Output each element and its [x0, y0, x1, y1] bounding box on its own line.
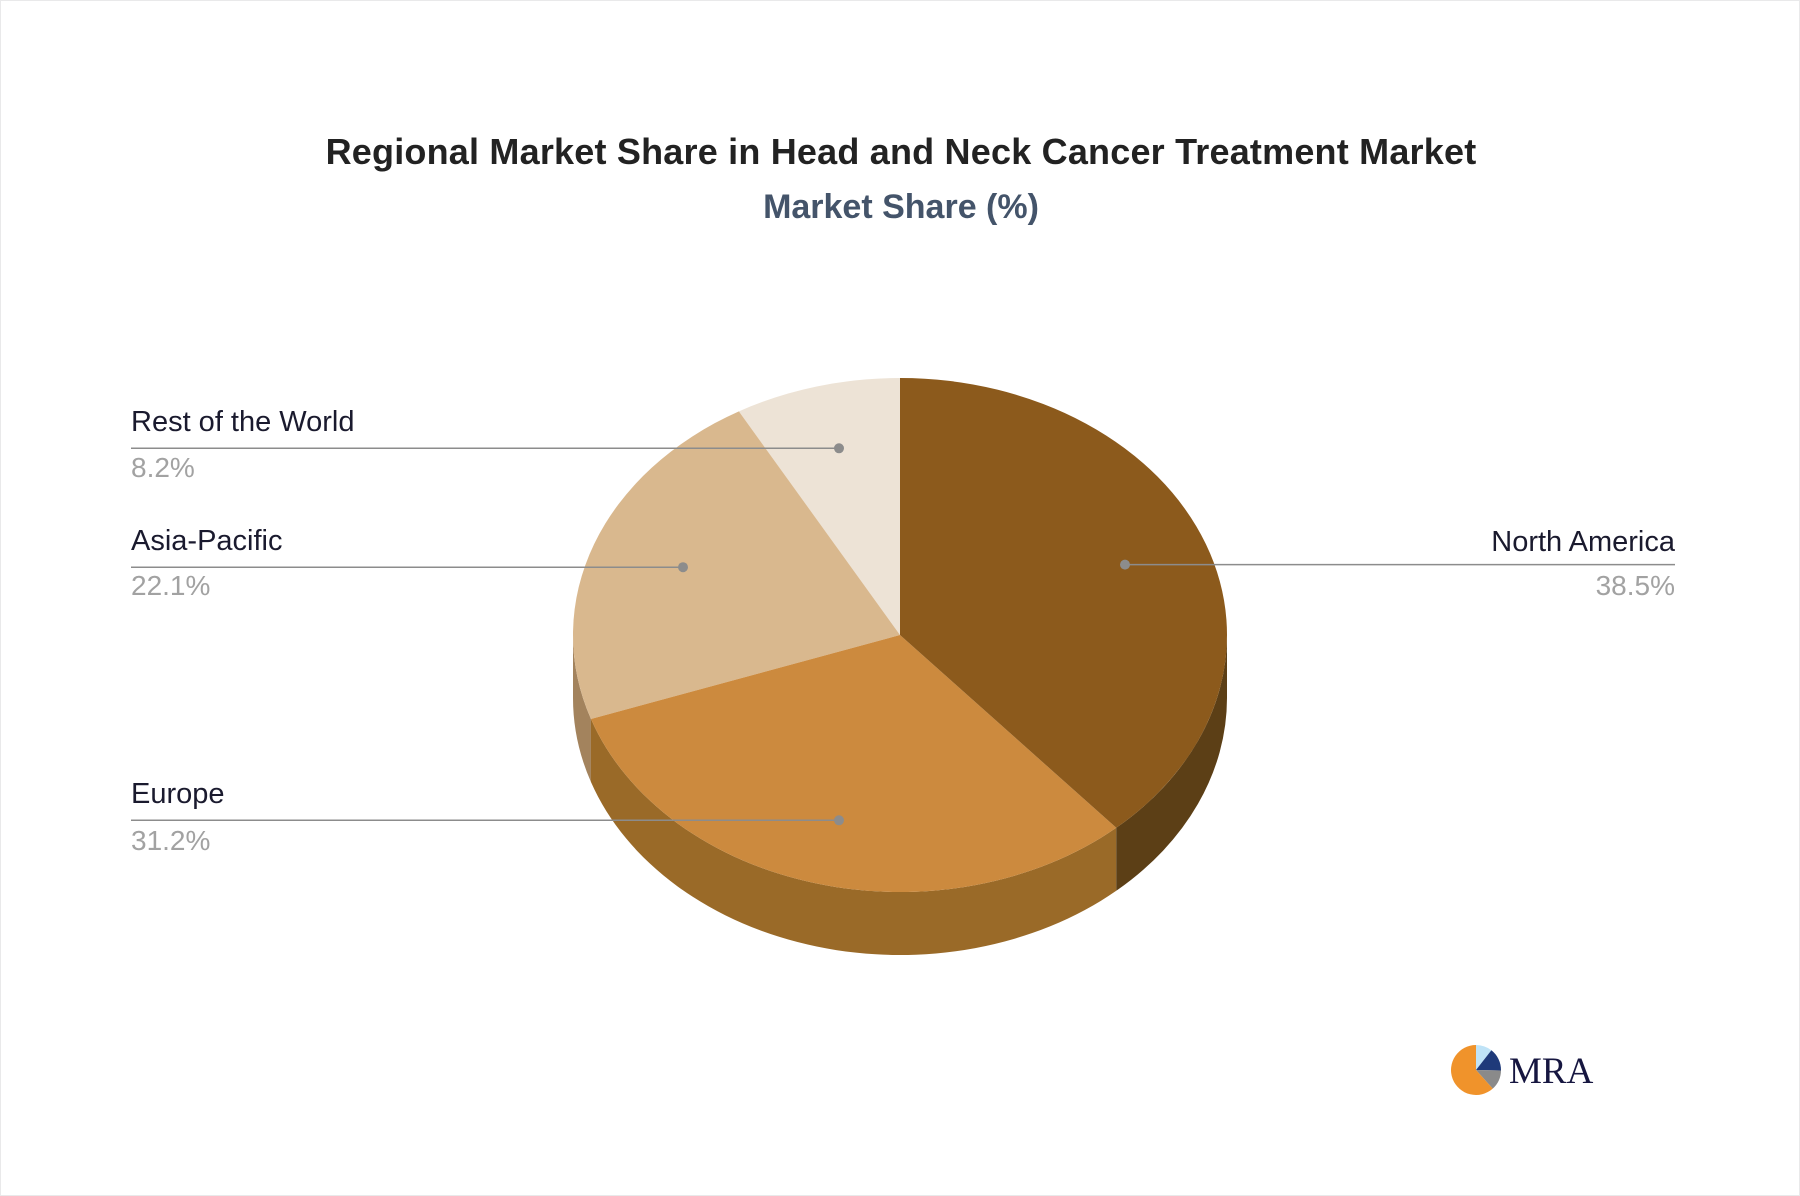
svg-text:MRA: MRA: [1509, 1051, 1594, 1092]
